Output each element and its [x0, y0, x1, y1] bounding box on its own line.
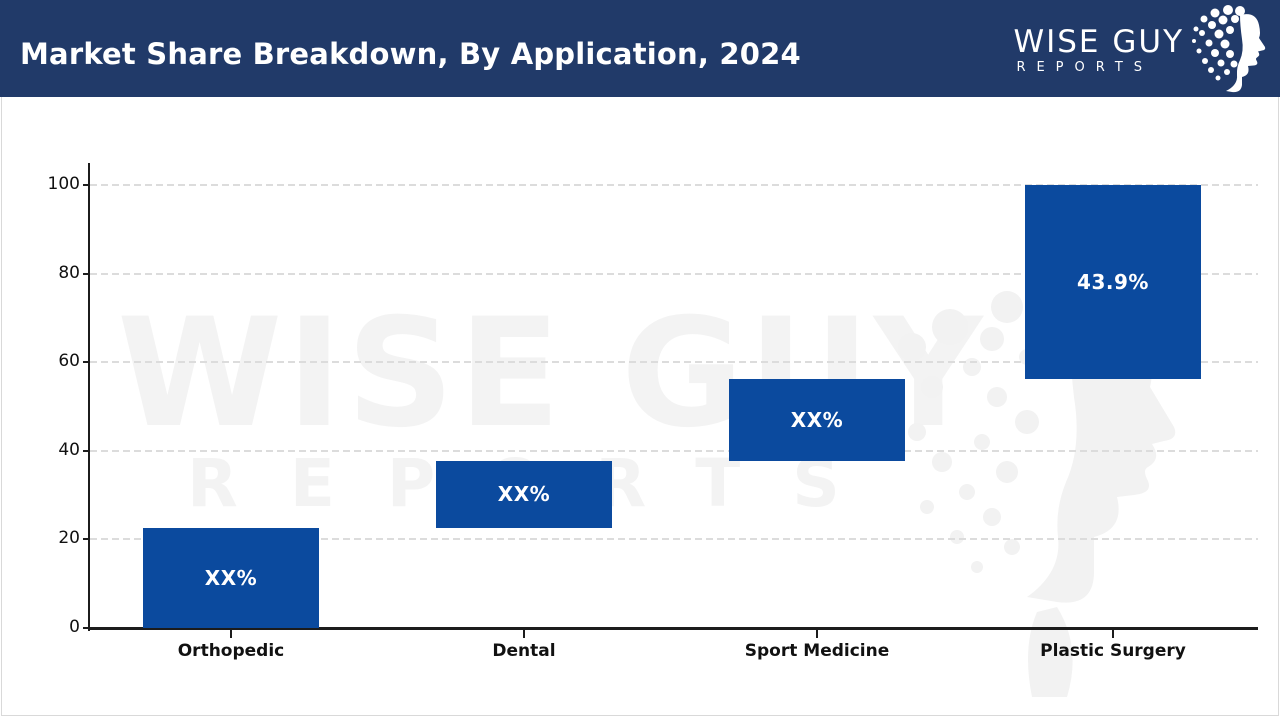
bar-sport-medicine: XX%: [729, 379, 905, 461]
y-axis-tick-label: 100: [47, 174, 80, 194]
x-axis-category-label: Sport Medicine: [744, 641, 890, 661]
y-axis-tick-label: 40: [58, 439, 80, 460]
x-axis-tick: [230, 630, 232, 638]
bar-value-label: XX%: [497, 482, 551, 507]
bar-value-label: XX%: [204, 565, 258, 590]
y-axis-tick: [83, 272, 90, 275]
y-axis-tick: [83, 361, 90, 364]
y-axis-tick: [83, 184, 90, 186]
page-title: Market Share Breakdown, By Application, …: [20, 36, 801, 71]
y-gridline: [90, 538, 1258, 541]
y-axis-line: [88, 163, 90, 631]
y-axis-tick-label: 60: [58, 351, 80, 372]
x-axis-line: [90, 627, 1258, 630]
x-axis-category-label: Dental: [492, 641, 556, 661]
x-axis-tick: [816, 630, 818, 638]
y-axis-tick-label: 20: [58, 528, 80, 549]
chart-canvas: WISE GUY REPORTS 020406080100XX%Orthoped…: [1, 97, 1279, 716]
y-gridline: [90, 184, 1258, 186]
brand-head-icon: [1188, 4, 1266, 97]
y-axis-tick: [83, 538, 90, 541]
header-bar: Market Share Breakdown, By Application, …: [0, 0, 1280, 97]
x-axis-category-label: Orthopedic: [177, 641, 285, 661]
bar-value-label: XX%: [790, 408, 844, 432]
brand-name: WISE GUY: [1013, 23, 1184, 60]
y-axis-tick-label: 0: [69, 617, 80, 637]
bar-orthopedic: XX%: [143, 527, 319, 628]
x-axis-category-label: Plastic Surgery: [1040, 641, 1186, 661]
brand-subname: REPORTS: [1016, 60, 1154, 76]
brand-logo-text: WISE GUY REPORTS: [1013, 26, 1184, 76]
y-gridline: [90, 361, 1258, 364]
brand-logo: WISE GUY REPORTS: [1013, 1, 1280, 97]
x-axis-tick: [523, 630, 525, 638]
y-axis-tick: [83, 449, 90, 452]
y-gridline: [90, 272, 1258, 275]
x-axis-tick: [1112, 630, 1114, 638]
bar-value-label: 43.9%: [1077, 270, 1149, 295]
bar-plastic-surgery: 43.9%: [1025, 185, 1201, 380]
bar-dental: XX%: [436, 460, 612, 528]
y-axis-tick-label: 80: [58, 262, 80, 283]
y-axis-tick: [83, 627, 90, 629]
y-gridline: [90, 449, 1258, 452]
